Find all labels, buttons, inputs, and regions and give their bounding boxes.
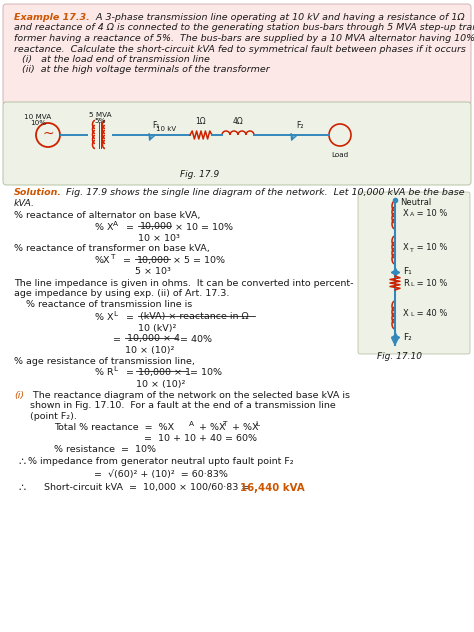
Text: R: R [403, 279, 409, 288]
Text: =: = [117, 256, 137, 265]
FancyBboxPatch shape [3, 4, 471, 105]
Text: 5 × 10³: 5 × 10³ [135, 267, 171, 277]
Text: kVA.: kVA. [14, 198, 35, 207]
Text: 10 (kV)²: 10 (kV)² [138, 324, 176, 333]
Text: =  10 + 10 + 40 = 60%: = 10 + 10 + 40 = 60% [144, 434, 257, 443]
Text: 16,440 kVA: 16,440 kVA [240, 483, 305, 493]
Text: Solution.: Solution. [14, 188, 62, 197]
Text: Short-circuit kVA  =  10,000 × 100/60·83 =: Short-circuit kVA = 10,000 × 100/60·83 = [44, 483, 252, 492]
Text: 5%: 5% [94, 118, 106, 124]
Text: F₂: F₂ [403, 332, 412, 341]
Text: 10%: 10% [30, 120, 46, 126]
Text: = 40 %: = 40 % [414, 308, 447, 317]
Text: 10,000: 10,000 [137, 256, 170, 265]
Text: % reactance of transformer on base kVA,: % reactance of transformer on base kVA, [14, 245, 210, 253]
Text: A 3-phase transmission line operating at 10 kV and having a resistance of 1Ω: A 3-phase transmission line operating at… [93, 13, 465, 22]
Text: (kVA) × reactance in Ω: (kVA) × reactance in Ω [140, 312, 249, 322]
Text: 4Ω: 4Ω [233, 117, 243, 126]
Text: Total % reactance  =  %X: Total % reactance = %X [54, 423, 174, 432]
Text: ∴: ∴ [18, 457, 25, 467]
Text: X: X [403, 209, 409, 217]
Text: A: A [113, 221, 118, 226]
Text: X: X [403, 243, 409, 253]
Text: %X: %X [95, 256, 110, 265]
Text: % age resistance of transmission line,: % age resistance of transmission line, [14, 356, 195, 365]
Text: % reactance of alternator on base kVA,: % reactance of alternator on base kVA, [14, 211, 201, 220]
Text: Example 17.3.: Example 17.3. [14, 13, 90, 22]
Text: (ii)  at the high voltage terminals of the transformer: (ii) at the high voltage terminals of th… [22, 66, 270, 75]
Text: = 10 %: = 10 % [414, 279, 447, 288]
Text: L: L [113, 366, 117, 372]
Text: 10 × (10)²: 10 × (10)² [125, 346, 174, 355]
Text: X: X [403, 308, 409, 317]
Text: L: L [410, 312, 413, 317]
Text: L: L [255, 422, 259, 427]
Text: Fig. 17.9: Fig. 17.9 [181, 170, 219, 179]
Text: T: T [222, 422, 227, 427]
Text: and reactance of 4 Ω is connected to the generating station bus-bars through 5 M: and reactance of 4 Ω is connected to the… [14, 23, 474, 32]
Text: + %X: + %X [196, 423, 226, 432]
Text: 10 kV: 10 kV [156, 126, 176, 132]
Text: % X: % X [95, 222, 113, 231]
Text: A: A [410, 212, 414, 217]
Text: former having a reactance of 5%.  The bus-bars are supplied by a 10 MVA alternat: former having a reactance of 5%. The bus… [14, 34, 474, 43]
Text: Load: Load [331, 152, 348, 158]
Text: =: = [113, 334, 127, 344]
FancyBboxPatch shape [3, 102, 471, 185]
Text: 10 × (10)²: 10 × (10)² [136, 379, 185, 389]
Text: =: = [120, 312, 140, 322]
Text: =: = [120, 368, 140, 377]
Text: (i): (i) [14, 391, 24, 400]
Text: 10,000: 10,000 [140, 222, 173, 231]
Text: L: L [410, 281, 413, 286]
Text: % R: % R [95, 368, 114, 377]
Text: F₂: F₂ [296, 121, 303, 130]
Text: age impedance by using exp. (ii) of Art. 17.3.: age impedance by using exp. (ii) of Art.… [14, 289, 229, 298]
Text: (point F₂).: (point F₂). [30, 412, 77, 421]
Text: =  √(60)² + (10)²  = 60·83%: = √(60)² + (10)² = 60·83% [94, 470, 228, 478]
Text: Neutral: Neutral [400, 198, 431, 207]
Text: 5 MVA: 5 MVA [89, 112, 111, 118]
Text: =: = [120, 222, 140, 231]
Text: 10 MVA: 10 MVA [24, 114, 52, 120]
Text: 1Ω: 1Ω [196, 117, 206, 126]
Text: The line impedance is given in ohms.  It can be converted into percent-: The line impedance is given in ohms. It … [14, 279, 354, 288]
Text: T: T [110, 254, 115, 260]
Text: = 10 %: = 10 % [414, 209, 447, 217]
Text: Fig. 17.10: Fig. 17.10 [377, 352, 422, 361]
Text: + %X: + %X [229, 423, 258, 432]
Text: × 5 = 10%: × 5 = 10% [173, 256, 225, 265]
Text: ∴: ∴ [18, 483, 25, 493]
Text: ~: ~ [42, 127, 54, 141]
Text: × 10 = 10%: × 10 = 10% [175, 222, 233, 231]
Text: % reactance of transmission line is: % reactance of transmission line is [26, 300, 192, 309]
Text: % impedance from generator neutral upto fault point F₂: % impedance from generator neutral upto … [28, 457, 293, 466]
Text: = 40%: = 40% [180, 334, 212, 344]
Text: = 10 %: = 10 % [414, 243, 447, 253]
Text: T: T [410, 248, 414, 253]
Text: F₁: F₁ [152, 121, 159, 130]
Text: F₁: F₁ [403, 267, 412, 277]
Text: A: A [189, 422, 194, 427]
Text: (i)   at the load end of transmission line: (i) at the load end of transmission line [22, 55, 210, 64]
Text: 10,000 × 4: 10,000 × 4 [127, 334, 180, 344]
Text: 10,000 × 1: 10,000 × 1 [138, 368, 191, 377]
Text: Fig. 17.9 shows the single line diagram of the network.  Let 10,000 kVA be the b: Fig. 17.9 shows the single line diagram … [60, 188, 465, 197]
Text: % X: % X [95, 312, 113, 322]
Text: The reactance diagram of the network on the selected base kVA is: The reactance diagram of the network on … [30, 391, 350, 400]
FancyBboxPatch shape [358, 192, 470, 354]
Text: shown in Fig. 17.10.  For a fault at the end of a transmission line: shown in Fig. 17.10. For a fault at the … [30, 401, 336, 411]
Text: = 10%: = 10% [190, 368, 222, 377]
Text: % resistance  =  10%: % resistance = 10% [54, 444, 156, 454]
Text: reactance.  Calculate the short-circuit kVA fed to symmetrical fault between pha: reactance. Calculate the short-circuit k… [14, 44, 466, 54]
Text: L: L [113, 310, 117, 317]
Text: 10 × 10³: 10 × 10³ [138, 234, 180, 243]
